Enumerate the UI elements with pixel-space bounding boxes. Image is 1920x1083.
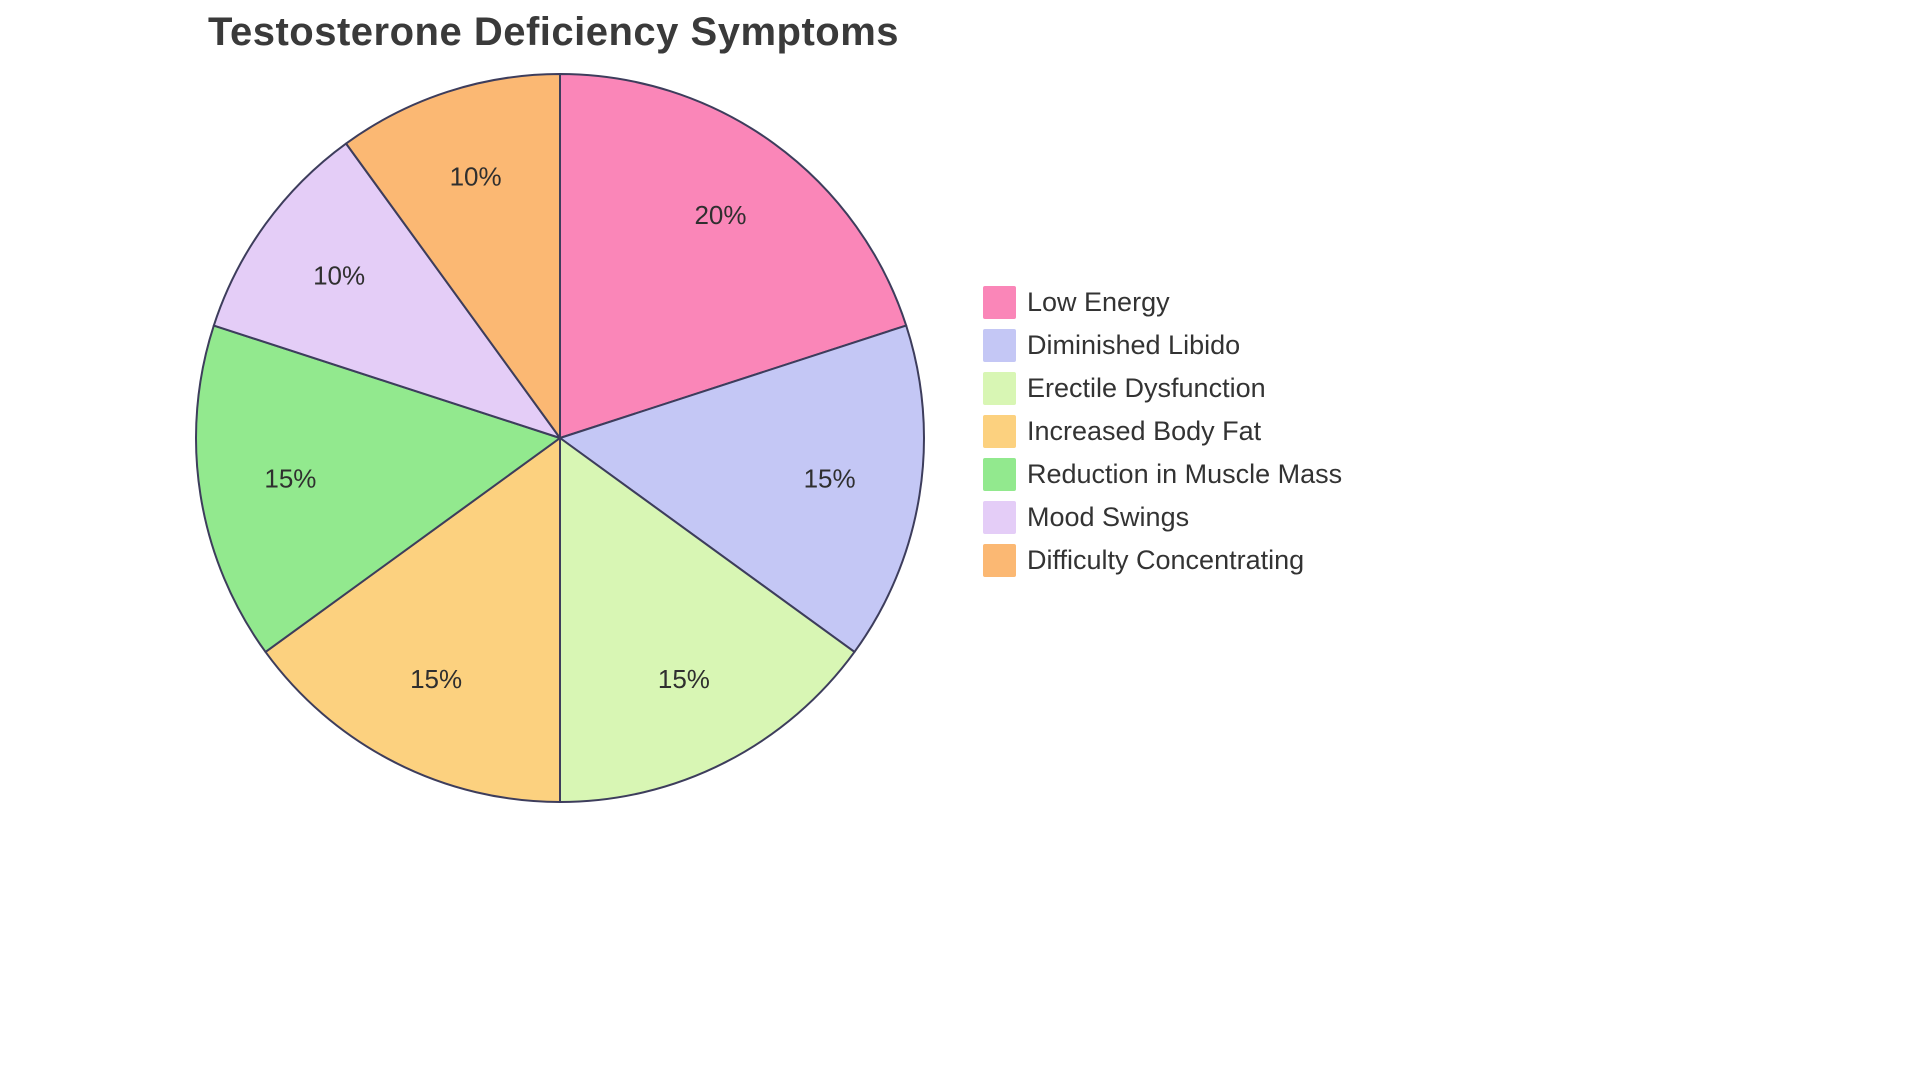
slice-percent-label-reduction-in-muscle-mass: 15% <box>264 464 316 494</box>
pie-slice-low-energy <box>559 73 908 439</box>
legend-swatch-reduction-in-muscle-mass <box>983 458 1016 491</box>
legend-label-erectile-dysfunction: Erectile Dysfunction <box>1027 373 1266 403</box>
legend-item-mood-swings: Mood Swings <box>983 501 1342 534</box>
legend: Low Energy Diminished Libido Erectile Dysf… <box>983 286 1342 577</box>
slice-percent-label-low-energy: 20% <box>694 200 746 230</box>
legend-swatch-low-energy <box>983 286 1016 319</box>
pie-slice-mood-swings <box>212 142 561 439</box>
pie-slice-reduction-in-muscle-mass <box>195 324 561 653</box>
pie-slice-diminished-libido <box>559 324 925 653</box>
legend-label-difficulty-concentrating: Difficulty Concentrating <box>1027 545 1305 575</box>
legend-label-diminished-libido: Diminished Libido <box>1027 330 1241 360</box>
legend-item-difficulty-concentrating: Difficulty Concentrating <box>983 544 1342 577</box>
slice-percent-label-increased-body-fat: 15% <box>410 664 462 694</box>
legend-swatch-difficulty-concentrating <box>983 544 1016 577</box>
pie-chart: 20% 15% 15% 15% 15% 10% 10% <box>195 73 925 803</box>
slice-percent-label-difficulty-concentrating: 10% <box>450 161 502 191</box>
legend-item-increased-body-fat: Increased Body Fat <box>983 415 1342 448</box>
pie-slice-erectile-dysfunction <box>559 437 856 803</box>
legend-label-reduction-in-muscle-mass: Reduction in Muscle Mass <box>1027 459 1343 489</box>
pie-slice-increased-body-fat <box>264 437 561 803</box>
chart-title: Testosterone Deficiency Symptoms <box>208 10 900 54</box>
slice-percent-label-diminished-libido: 15% <box>804 464 856 494</box>
slice-percent-label-erectile-dysfunction: 15% <box>658 664 710 694</box>
legend-label-low-energy: Low Energy <box>1027 287 1170 317</box>
slice-percent-label-mood-swings: 10% <box>313 260 365 290</box>
legend-swatch-erectile-dysfunction <box>983 372 1016 405</box>
legend-swatch-diminished-libido <box>983 329 1016 362</box>
legend-label-mood-swings: Mood Swings <box>1027 502 1190 532</box>
legend-item-reduction-in-muscle-mass: Reduction in Muscle Mass <box>983 458 1342 491</box>
pie-slice-difficulty-concentrating <box>345 73 561 439</box>
legend-swatch-increased-body-fat <box>983 415 1016 448</box>
legend-label-increased-body-fat: Increased Body Fat <box>1027 416 1262 446</box>
legend-item-erectile-dysfunction: Erectile Dysfunction <box>983 372 1342 405</box>
legend-item-diminished-libido: Diminished Libido <box>983 329 1342 362</box>
legend-swatch-mood-swings <box>983 501 1016 534</box>
legend-item-low-energy: Low Energy <box>983 286 1342 319</box>
